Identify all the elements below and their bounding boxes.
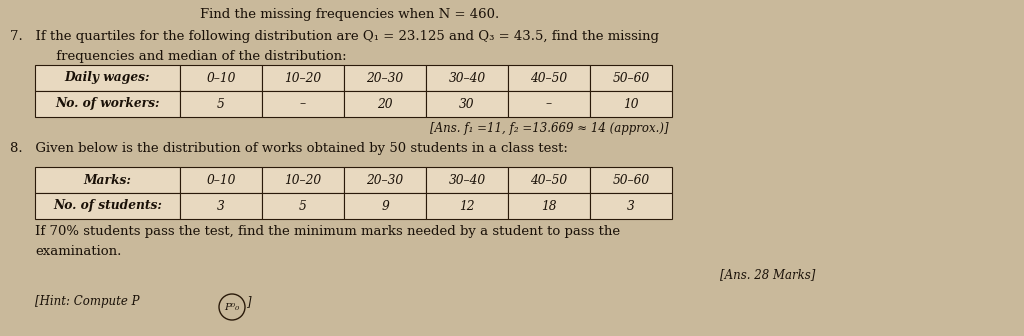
Text: No. of students:: No. of students: (53, 200, 162, 212)
Bar (262, 167, 344, 193)
Text: –: – (300, 97, 306, 111)
Bar (35, 167, 180, 193)
Text: 30: 30 (459, 97, 475, 111)
Text: 50–60: 50–60 (612, 173, 649, 186)
Bar (426, 65, 508, 91)
Bar (590, 167, 672, 193)
Text: 8.   Given below is the distribution of works obtained by 50 students in a class: 8. Given below is the distribution of wo… (10, 142, 568, 155)
Bar (508, 167, 590, 193)
Text: 30–40: 30–40 (449, 173, 485, 186)
Text: 40–50: 40–50 (530, 173, 567, 186)
Bar (35, 91, 180, 117)
Bar (180, 167, 262, 193)
Text: Marks:: Marks: (84, 173, 131, 186)
Bar (590, 65, 672, 91)
Text: 20: 20 (377, 97, 393, 111)
Text: 10–20: 10–20 (285, 173, 322, 186)
Text: Daily wages:: Daily wages: (65, 72, 151, 84)
Bar (35, 65, 180, 91)
Bar (35, 193, 180, 219)
Bar (344, 167, 426, 193)
Text: 0–10: 0–10 (206, 173, 236, 186)
Bar (180, 65, 262, 91)
Bar (590, 91, 672, 117)
Text: 5: 5 (217, 97, 225, 111)
Text: 12: 12 (459, 200, 475, 212)
Bar (426, 91, 508, 117)
Bar (180, 193, 262, 219)
Text: 0–10: 0–10 (206, 72, 236, 84)
Bar (508, 65, 590, 91)
Text: 18: 18 (542, 200, 557, 212)
Text: 9: 9 (381, 200, 389, 212)
Text: 3: 3 (217, 200, 225, 212)
Text: 3: 3 (627, 200, 635, 212)
Text: 50–60: 50–60 (612, 72, 649, 84)
Text: [Ans. 28 Marks]: [Ans. 28 Marks] (720, 268, 815, 281)
Text: ]: ] (246, 295, 251, 308)
Text: 30–40: 30–40 (449, 72, 485, 84)
Text: 5: 5 (299, 200, 307, 212)
Text: If 70% students pass the test, find the minimum marks needed by a student to pas: If 70% students pass the test, find the … (35, 225, 621, 238)
Text: [Hint: Compute P: [Hint: Compute P (35, 295, 139, 308)
Bar (590, 193, 672, 219)
Text: [Ans. f₁ =11, f₂ =13.669 ≈ 14 (approx.)]: [Ans. f₁ =11, f₂ =13.669 ≈ 14 (approx.)] (430, 122, 669, 135)
Text: frequencies and median of the distribution:: frequencies and median of the distributi… (35, 50, 347, 63)
Text: Find the missing frequencies when N = 460.: Find the missing frequencies when N = 46… (200, 8, 500, 21)
Text: 40–50: 40–50 (530, 72, 567, 84)
Bar (426, 193, 508, 219)
Text: 10–20: 10–20 (285, 72, 322, 84)
Bar (180, 91, 262, 117)
Text: 7.   If the quartiles for the following distribution are Q₁ = 23.125 and Q₃ = 43: 7. If the quartiles for the following di… (10, 30, 659, 43)
Bar (508, 193, 590, 219)
Bar (344, 91, 426, 117)
Text: –: – (546, 97, 552, 111)
Bar (344, 65, 426, 91)
Bar (262, 91, 344, 117)
Text: 20–30: 20–30 (367, 173, 403, 186)
Text: 10: 10 (624, 97, 639, 111)
Bar (426, 167, 508, 193)
Bar (262, 193, 344, 219)
Text: P⁰₀: P⁰₀ (224, 302, 240, 311)
Bar (262, 65, 344, 91)
Text: 20–30: 20–30 (367, 72, 403, 84)
Bar (344, 193, 426, 219)
Text: examination.: examination. (35, 245, 122, 258)
Bar (508, 91, 590, 117)
Text: No. of workers:: No. of workers: (55, 97, 160, 111)
